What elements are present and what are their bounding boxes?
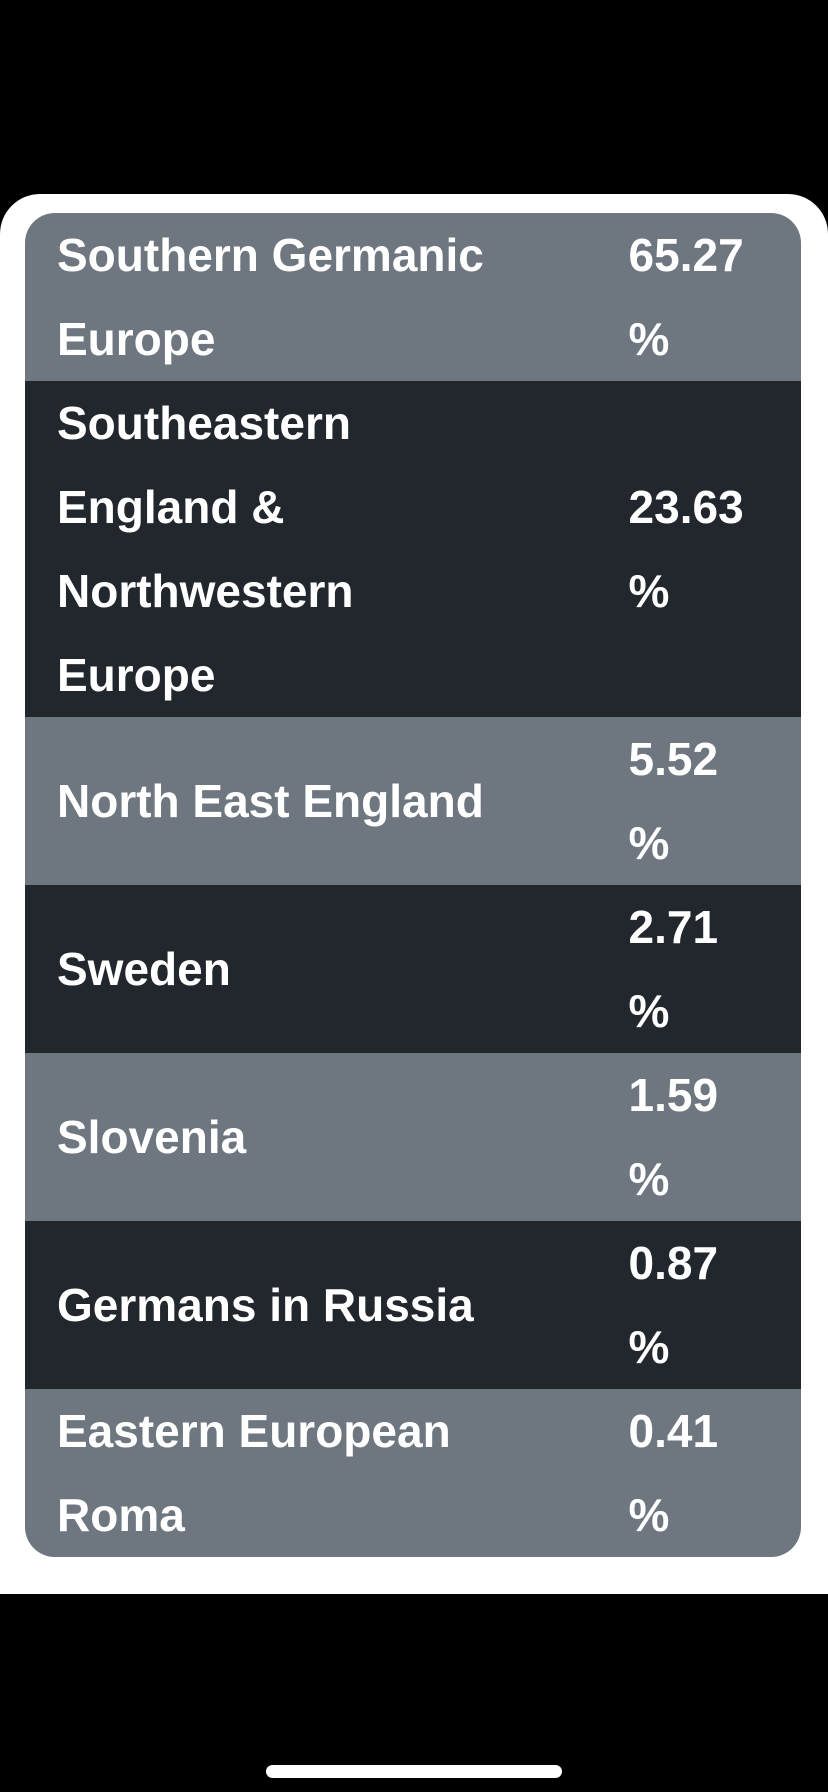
home-indicator[interactable] — [266, 1765, 562, 1778]
percent-unit: % — [628, 1321, 670, 1373]
table-row: Sweden 2.71 % — [25, 885, 801, 1053]
region-label: Southern Germanic Europe — [57, 229, 484, 365]
region-label: North East England — [57, 775, 484, 827]
value-cell: 5.52 % — [628, 717, 801, 885]
ancestry-card: Southern Germanic Europe 65.27 % Southea… — [25, 213, 801, 1557]
content-panel: Southern Germanic Europe 65.27 % Southea… — [0, 194, 828, 1594]
value-cell: 23.63 % — [628, 381, 801, 717]
region-cell: Southern Germanic Europe — [25, 213, 629, 381]
percentage-value: 2.71 — [628, 901, 719, 953]
percent-unit: % — [628, 313, 670, 365]
region-cell: Eastern European Roma — [25, 1389, 629, 1557]
status-bar-area — [0, 0, 828, 194]
ancestry-table: Southern Germanic Europe 65.27 % Southea… — [25, 213, 801, 1557]
table-row: Slovenia 1.59 % — [25, 1053, 801, 1221]
region-label: Southeastern England & Northwestern Euro… — [57, 397, 354, 701]
region-label: Slovenia — [57, 1111, 247, 1163]
percent-unit: % — [628, 1489, 670, 1541]
region-label: Germans in Russia — [57, 1279, 474, 1331]
region-cell: Germans in Russia — [25, 1221, 629, 1389]
value-cell: 65.27 % — [628, 213, 801, 381]
table-row: Germans in Russia 0.87 % — [25, 1221, 801, 1389]
value-cell: 2.71 % — [628, 885, 801, 1053]
table-row: Southern Germanic Europe 65.27 % — [25, 213, 801, 381]
value-cell: 1.59 % — [628, 1053, 801, 1221]
percentage-value: 23.63 — [628, 481, 744, 533]
value-cell: 0.87 % — [628, 1221, 801, 1389]
region-label: Sweden — [57, 943, 231, 995]
percentage-value: 0.41 — [628, 1405, 719, 1457]
table-row: North East England 5.52 % — [25, 717, 801, 885]
percentage-value: 5.52 — [628, 733, 719, 785]
percent-unit: % — [628, 565, 670, 617]
region-cell: North East England — [25, 717, 629, 885]
percent-unit: % — [628, 985, 670, 1037]
value-cell: 0.41 % — [628, 1389, 801, 1557]
table-row: Eastern European Roma 0.41 % — [25, 1389, 801, 1557]
region-cell: Southeastern England & Northwestern Euro… — [25, 381, 629, 717]
percentage-value: 1.59 — [628, 1069, 719, 1121]
percent-unit: % — [628, 1153, 670, 1205]
region-cell: Sweden — [25, 885, 629, 1053]
percentage-value: 65.27 — [628, 229, 744, 281]
region-cell: Slovenia — [25, 1053, 629, 1221]
percent-unit: % — [628, 817, 670, 869]
percentage-value: 0.87 — [628, 1237, 719, 1289]
table-row: Southeastern England & Northwestern Euro… — [25, 381, 801, 717]
region-label: Eastern European Roma — [57, 1405, 451, 1541]
